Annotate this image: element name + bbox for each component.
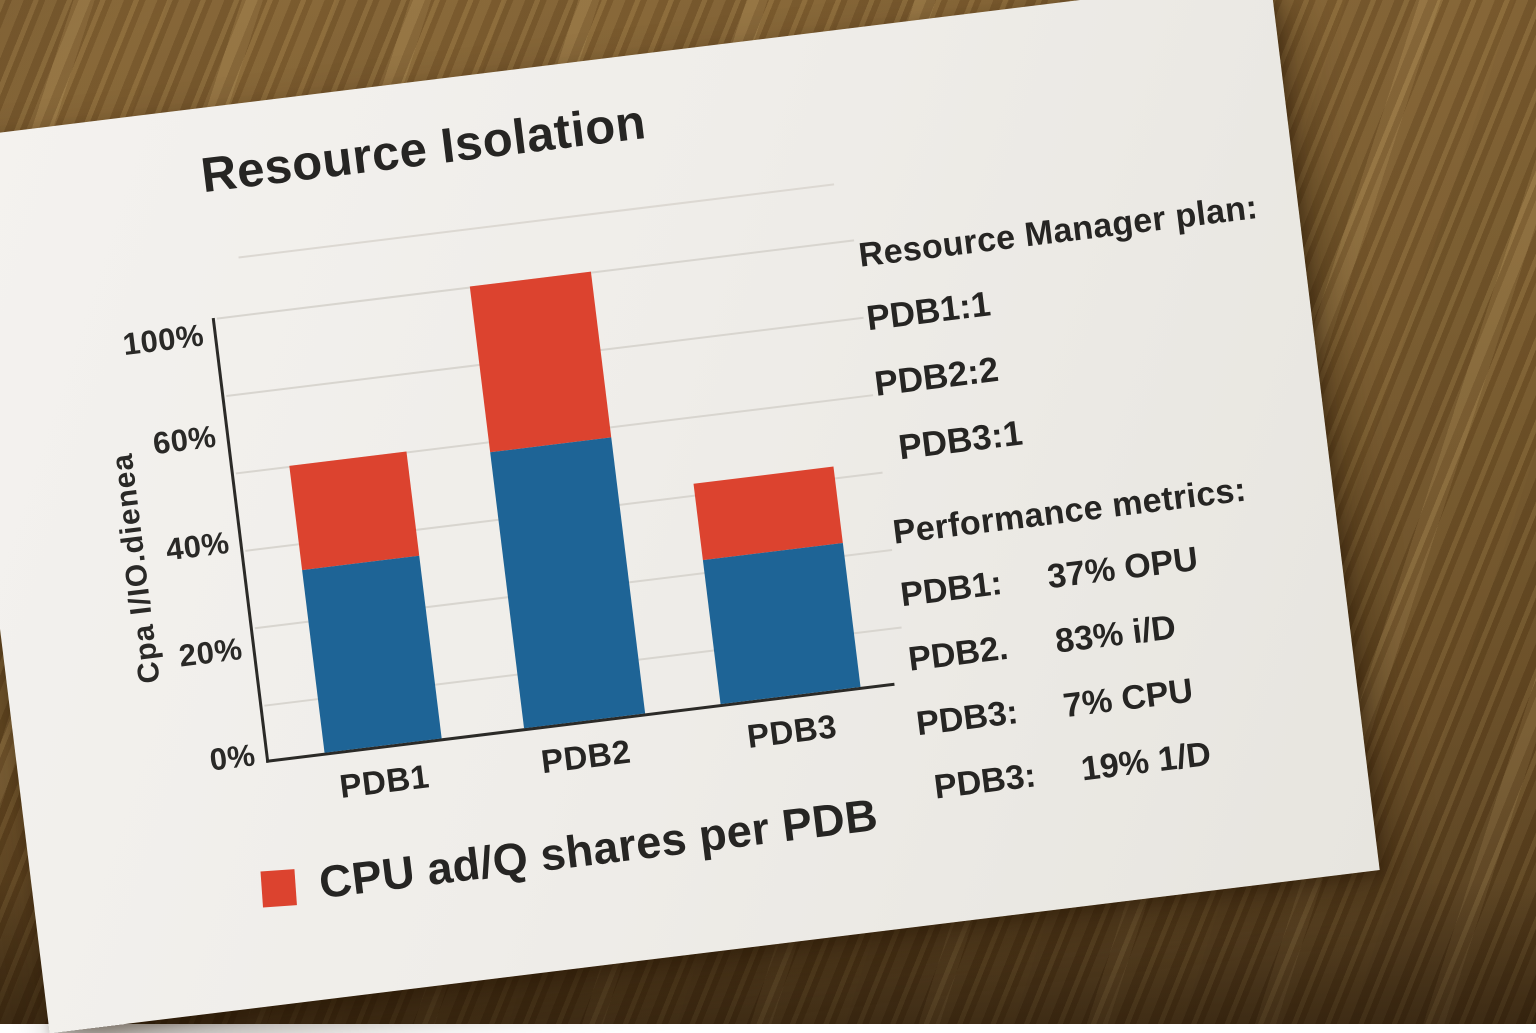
y-tick-label: 100% xyxy=(120,317,206,363)
y-tick-label: 0% xyxy=(207,737,258,778)
metric-label: PDB1: xyxy=(898,564,1005,615)
bar-segment-red xyxy=(469,271,612,453)
y-tick-label: 40% xyxy=(163,525,232,568)
paper-card: Resource Isolation Cpa I/IO.dienea 0% 20%… xyxy=(0,0,1380,1033)
title-divider xyxy=(238,183,835,259)
legend-label: CPU ad/Q shares per PDB xyxy=(316,788,881,909)
bar-segment-blue xyxy=(490,437,646,729)
chart-title: Resource Isolation xyxy=(198,95,649,204)
x-tick-label: PDB1 xyxy=(337,757,432,805)
metric-value: 7% CPU xyxy=(1061,671,1196,726)
metric-value: 37% OPU xyxy=(1045,539,1200,597)
y-tick-label: 20% xyxy=(177,631,245,674)
metric-label: PDB3: xyxy=(914,693,1021,744)
legend-red-swatch-icon xyxy=(260,869,297,908)
bar-segment-red xyxy=(289,451,420,571)
metric-value: 19% 1/D xyxy=(1078,734,1213,789)
metric-label: PDB2. xyxy=(906,628,1011,679)
bar-segment-blue xyxy=(702,543,861,705)
bar-pdb2 xyxy=(469,271,646,729)
y-tick-label: 60% xyxy=(150,419,219,462)
bar-pdb3 xyxy=(693,466,861,705)
x-tick-label: PDB2 xyxy=(538,732,633,781)
bar-segment-blue xyxy=(302,556,442,753)
bar-pdb1 xyxy=(289,451,442,753)
metric-label: PDB3: xyxy=(932,756,1038,807)
annotations-panel: Resource Manager plan: PDB1:1 PDB2:2 PDB… xyxy=(857,185,1357,835)
metric-value: 83% i/D xyxy=(1053,608,1178,661)
x-tick-label: PDB3 xyxy=(744,707,839,755)
plot-area xyxy=(211,239,902,763)
